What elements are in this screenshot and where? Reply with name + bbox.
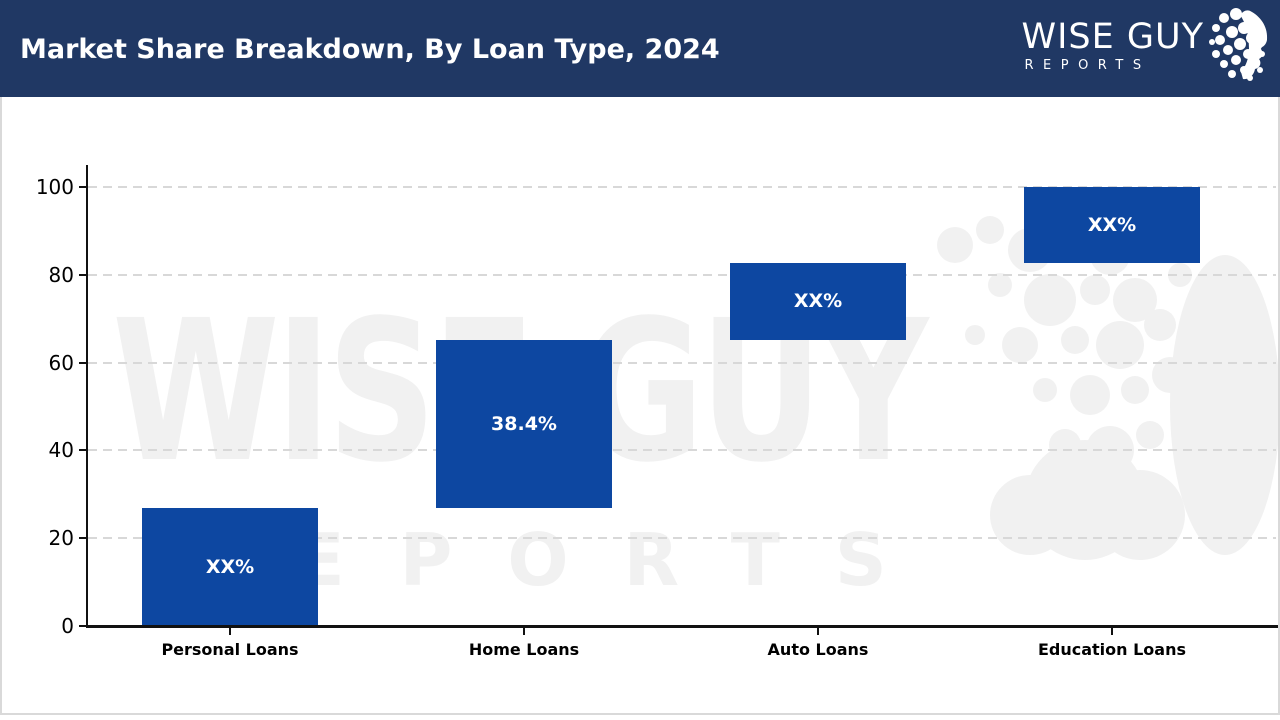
bar-value-label: XX%: [793, 290, 843, 313]
bar-value-label: XX%: [205, 556, 255, 579]
x-axis-tick: [817, 628, 819, 635]
y-axis-tick-label: 100: [35, 175, 74, 199]
page-title: Market Share Breakdown, By Loan Type, 20…: [20, 34, 720, 65]
brand-logo: WISE GUY REPORTS: [1021, 8, 1268, 84]
gridline-40: [88, 449, 1276, 452]
y-axis-tick-label: 80: [48, 262, 74, 287]
y-axis-tick: [79, 537, 88, 540]
x-axis-category-label: Personal Loans: [161, 640, 299, 659]
x-axis-tick: [523, 628, 525, 635]
bar-personal-loans: XX%: [142, 508, 318, 626]
y-axis-tick: [79, 449, 88, 452]
bar-home-loans: 38.4%: [436, 339, 612, 509]
bar-education-loans: XX%: [1024, 187, 1200, 263]
gridline-100: [88, 186, 1276, 188]
x-axis-category-label: Home Loans: [468, 640, 580, 659]
y-axis-tick: [79, 273, 88, 276]
x-axis-category-label: Education Loans: [1037, 640, 1187, 659]
x-axis-category-label: Auto Loans: [767, 640, 869, 659]
brand-logo-subname: REPORTS: [1024, 57, 1151, 73]
y-axis-tick-label: 0: [61, 614, 74, 638]
gridline-80: [88, 273, 1276, 276]
y-axis-tick: [79, 361, 88, 364]
x-axis-tick: [229, 628, 231, 635]
header-banner: Market Share Breakdown, By Loan Type, 20…: [0, 0, 1280, 97]
y-axis-spine: [86, 165, 88, 627]
x-axis-tick: [1111, 628, 1113, 635]
gridline-20: [88, 537, 1276, 540]
brand-face-icon: [1209, 8, 1268, 81]
x-axis-spine: [86, 625, 1278, 628]
brand-logo-name: WISE GUY: [1021, 16, 1204, 57]
bar-value-label: XX%: [1087, 213, 1137, 236]
y-axis-tick: [79, 625, 88, 627]
watermark-face-graphic: [937, 209, 1280, 560]
y-axis-tick-label: 60: [48, 350, 74, 375]
y-axis-tick-label: 20: [48, 526, 74, 551]
gridline-60: [88, 361, 1276, 364]
bar-auto-loans: XX%: [730, 262, 906, 340]
bar-value-label: 38.4%: [491, 413, 557, 436]
y-axis-tick-label: 40: [48, 438, 74, 463]
y-axis-tick: [79, 186, 88, 188]
